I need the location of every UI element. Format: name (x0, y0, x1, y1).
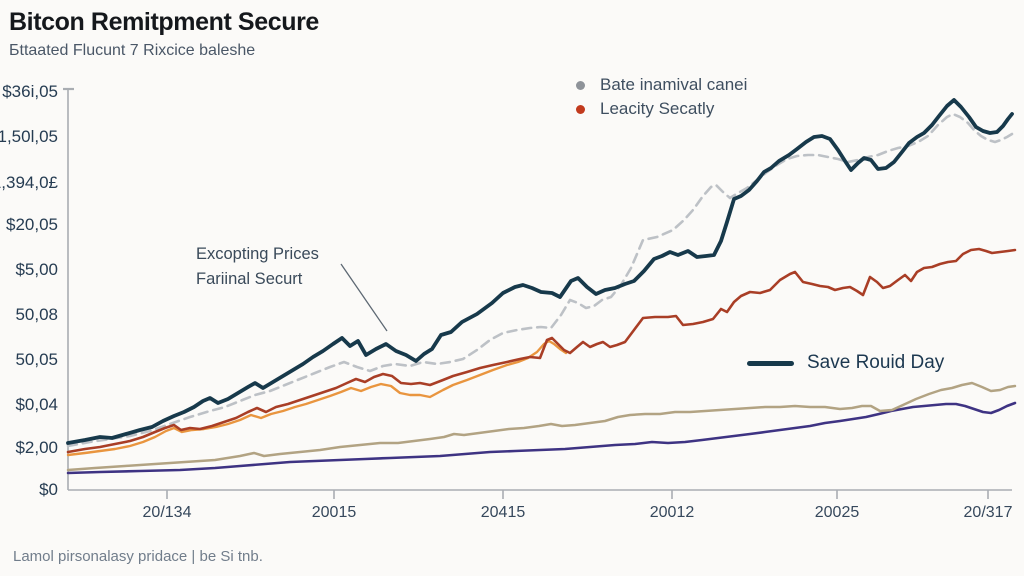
series-line-bate-inamival-canei (66, 112, 1014, 448)
page-title: Bitcon Remitpment Secure (9, 8, 319, 36)
series-line-purple (66, 401, 1017, 475)
y-tick-label: 50,05 (15, 350, 58, 369)
y-tick-label: $20,05 (6, 215, 58, 234)
x-tick-label: 20012 (649, 504, 695, 521)
x-tick-label: 20015 (311, 504, 357, 521)
series-line-orange (66, 339, 568, 457)
x-tick-label: 20415 (480, 504, 526, 521)
y-axis-tick-labels: $36i,05 1,50l,05 1,394,0£ $20,05 $5,00 50,08 5… (0, 0, 58, 576)
y-tick-label: $36i,05 (2, 82, 58, 101)
x-tick-label: 20025 (814, 504, 860, 521)
page-subtitle: Бttaated Flucunt 7 Rixcice baleshe (9, 42, 256, 59)
series-line-leacity-secatly (66, 247, 1017, 454)
legend-dot-icon (576, 80, 585, 90)
legend-item-label: Leacity Secatly (600, 99, 715, 118)
annotation-line-1: Excopting Prices (196, 245, 319, 263)
legend-dot-icon (576, 104, 585, 114)
inline-series-label-text: Save Rouid Day (807, 352, 945, 373)
legend-item-label: Bate inamival canei (600, 75, 748, 94)
annotation-line-2: Fariinal Securt (196, 270, 303, 288)
y-tick-label: $0,04 (15, 395, 58, 414)
annotation-leader-line (340, 263, 388, 332)
y-tick-label: 50,08 (15, 305, 58, 324)
y-tick-label: 1,394,0£ (0, 173, 58, 192)
series-line-tan (66, 381, 1017, 472)
x-axis-tick-labels: 20/134 20015 20415 20012 20025 20/317 (0, 504, 1024, 528)
y-tick-label: $0 (39, 480, 58, 499)
y-tick-label: $5,00 (15, 260, 58, 279)
y-tick-label: 1,50l,05 (0, 127, 58, 146)
chart-header: Bitcon Remitpment Secure Бttaated Flucun… (9, 8, 319, 60)
legend: Bate inamival canei Leacity Secatly (576, 73, 747, 121)
x-tick-label: 20/134 (142, 504, 192, 521)
legend-item: Leacity Secatly (576, 97, 747, 121)
annotation-label: Excopting Prices Fariinal Securt (196, 242, 319, 292)
line-swatch-icon (747, 360, 794, 366)
footer-caption: Lamol pirsonalasy pridace | be Si tnb. (13, 548, 263, 565)
inline-series-label: Save Rouid Day (747, 352, 944, 374)
series-line-save-rouid-day (66, 98, 1014, 445)
y-tick-label: $2,00 (15, 438, 58, 457)
legend-item: Bate inamival canei (576, 73, 747, 97)
x-tick-label: 20/317 (963, 504, 1013, 521)
